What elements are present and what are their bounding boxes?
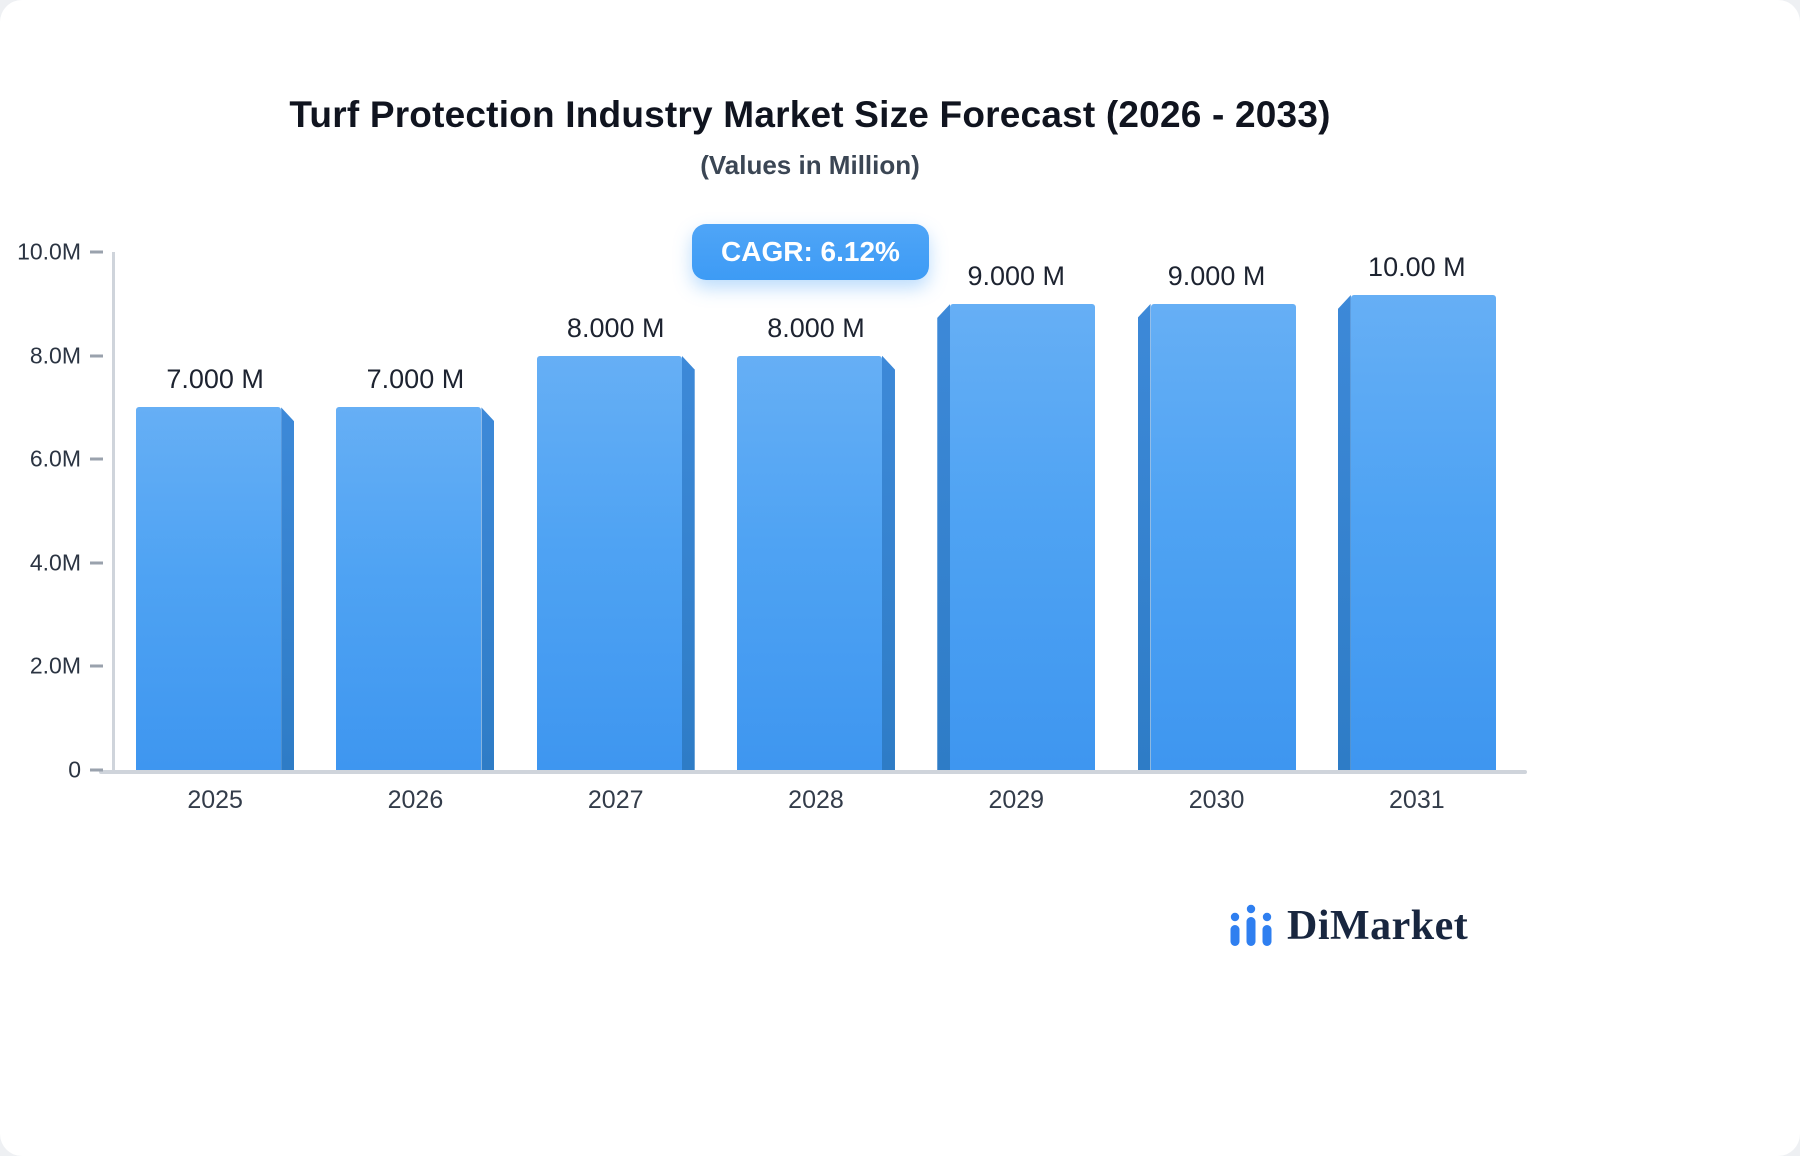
- chart-title: Turf Protection Industry Market Size For…: [289, 94, 1331, 135]
- bar-side-shade: [1337, 295, 1351, 770]
- y-tick-label: 2.0M: [29, 652, 81, 679]
- bar-face: [136, 407, 282, 770]
- x-axis-label: 2030: [1188, 786, 1245, 814]
- bar-side-shade: [881, 355, 895, 770]
- bar-face: [536, 355, 682, 770]
- x-axis-line: [99, 770, 1527, 774]
- bar-face: [336, 407, 482, 770]
- bar-group: 7.000 M: [115, 252, 315, 770]
- bar-value-label: 7.000 M: [166, 364, 264, 395]
- bar-chart-logo-icon: [1230, 904, 1272, 946]
- bar-value-label: 10.00 M: [1368, 252, 1466, 282]
- bar: [336, 407, 495, 770]
- x-axis: 2025 2026 2027 2028 2029 2030 2031: [115, 786, 1517, 815]
- bar: [736, 355, 895, 770]
- bar: [937, 303, 1096, 770]
- y-tick: 8.0M: [30, 342, 103, 369]
- cagr-badge: CAGR: 6.12%: [692, 224, 929, 280]
- y-tick-mark: [90, 250, 103, 254]
- y-tick-mark: [90, 664, 103, 668]
- x-axis-label: 2028: [788, 786, 844, 814]
- bar-side-shade: [937, 303, 951, 770]
- y-tick-label: 8.0M: [29, 342, 81, 369]
- x-axis-label: 2027: [587, 786, 644, 814]
- bar-face: [1350, 295, 1496, 770]
- bar-group: 7.000 M: [315, 252, 515, 770]
- y-tick: 6.0M: [30, 446, 103, 473]
- bar-group: 9.000 M: [916, 252, 1116, 770]
- chart-header: Turf Protection Industry Market Size For…: [0, 0, 1620, 181]
- bar-face: [1150, 303, 1296, 770]
- bar-face: [736, 355, 882, 770]
- y-tick-mark: [90, 561, 103, 565]
- bar: [136, 407, 295, 770]
- bar-value-label: 9.000 M: [1167, 260, 1266, 291]
- bar-value-label: 8.000 M: [566, 312, 665, 343]
- y-tick: 4.0M: [30, 549, 103, 576]
- bar: [536, 355, 695, 770]
- y-axis: 10.0M 8.0M 6.0M 4.0M 2.0M 0: [17, 239, 1517, 783]
- y-tick: 2.0M: [30, 653, 103, 680]
- bar-side-shade: [481, 407, 495, 770]
- chart-subtitle: (Values in Million): [700, 150, 920, 180]
- x-axis-label: 2029: [988, 786, 1045, 814]
- y-tick-mark: [90, 354, 103, 358]
- bar-side-shade: [281, 407, 295, 770]
- bar-side-shade: [1137, 303, 1151, 770]
- bars: 7.000 M 7.000 M 8.000 M 8.000 M 9.000 M 9.000…: [115, 252, 1517, 770]
- bar: [1337, 295, 1496, 770]
- y-tick-label: 6.0M: [29, 445, 81, 472]
- bar-side-shade: [681, 355, 695, 770]
- bar-value-label: 8.000 M: [767, 312, 865, 343]
- x-axis-label: 2025: [187, 786, 243, 814]
- y-tick-label: 10.0M: [17, 238, 81, 265]
- bar-group: 9.000 M: [1116, 252, 1316, 770]
- y-tick-label: 4.0M: [29, 549, 81, 576]
- y-tick: 0: [68, 757, 103, 784]
- y-tick: 10.0M: [17, 239, 103, 266]
- bar-value-label: 7.000 M: [366, 364, 465, 395]
- bar-value-label: 9.000 M: [967, 260, 1066, 291]
- plot-area: 10.0M 8.0M 6.0M 4.0M 2.0M 0 7.000 M 7.000 M 8.0…: [17, 239, 1527, 814]
- x-axis-label: 2026: [387, 786, 444, 814]
- brand-logo: DiMarket: [1228, 902, 1468, 950]
- bar: [1137, 303, 1296, 770]
- bar-group: 10.00 M: [1317, 252, 1517, 770]
- y-axis-line: [112, 252, 115, 770]
- bar-group: 8.000 M: [716, 252, 916, 770]
- bar-group: 8.000 M: [516, 252, 716, 770]
- brand-logo-text: DiMarket: [1287, 903, 1469, 949]
- bar-face: [950, 303, 1096, 770]
- y-tick-mark: [90, 457, 103, 461]
- y-tick-mark: [90, 768, 103, 772]
- y-tick-label: 0: [68, 756, 81, 783]
- x-axis-label: 2031: [1389, 786, 1445, 814]
